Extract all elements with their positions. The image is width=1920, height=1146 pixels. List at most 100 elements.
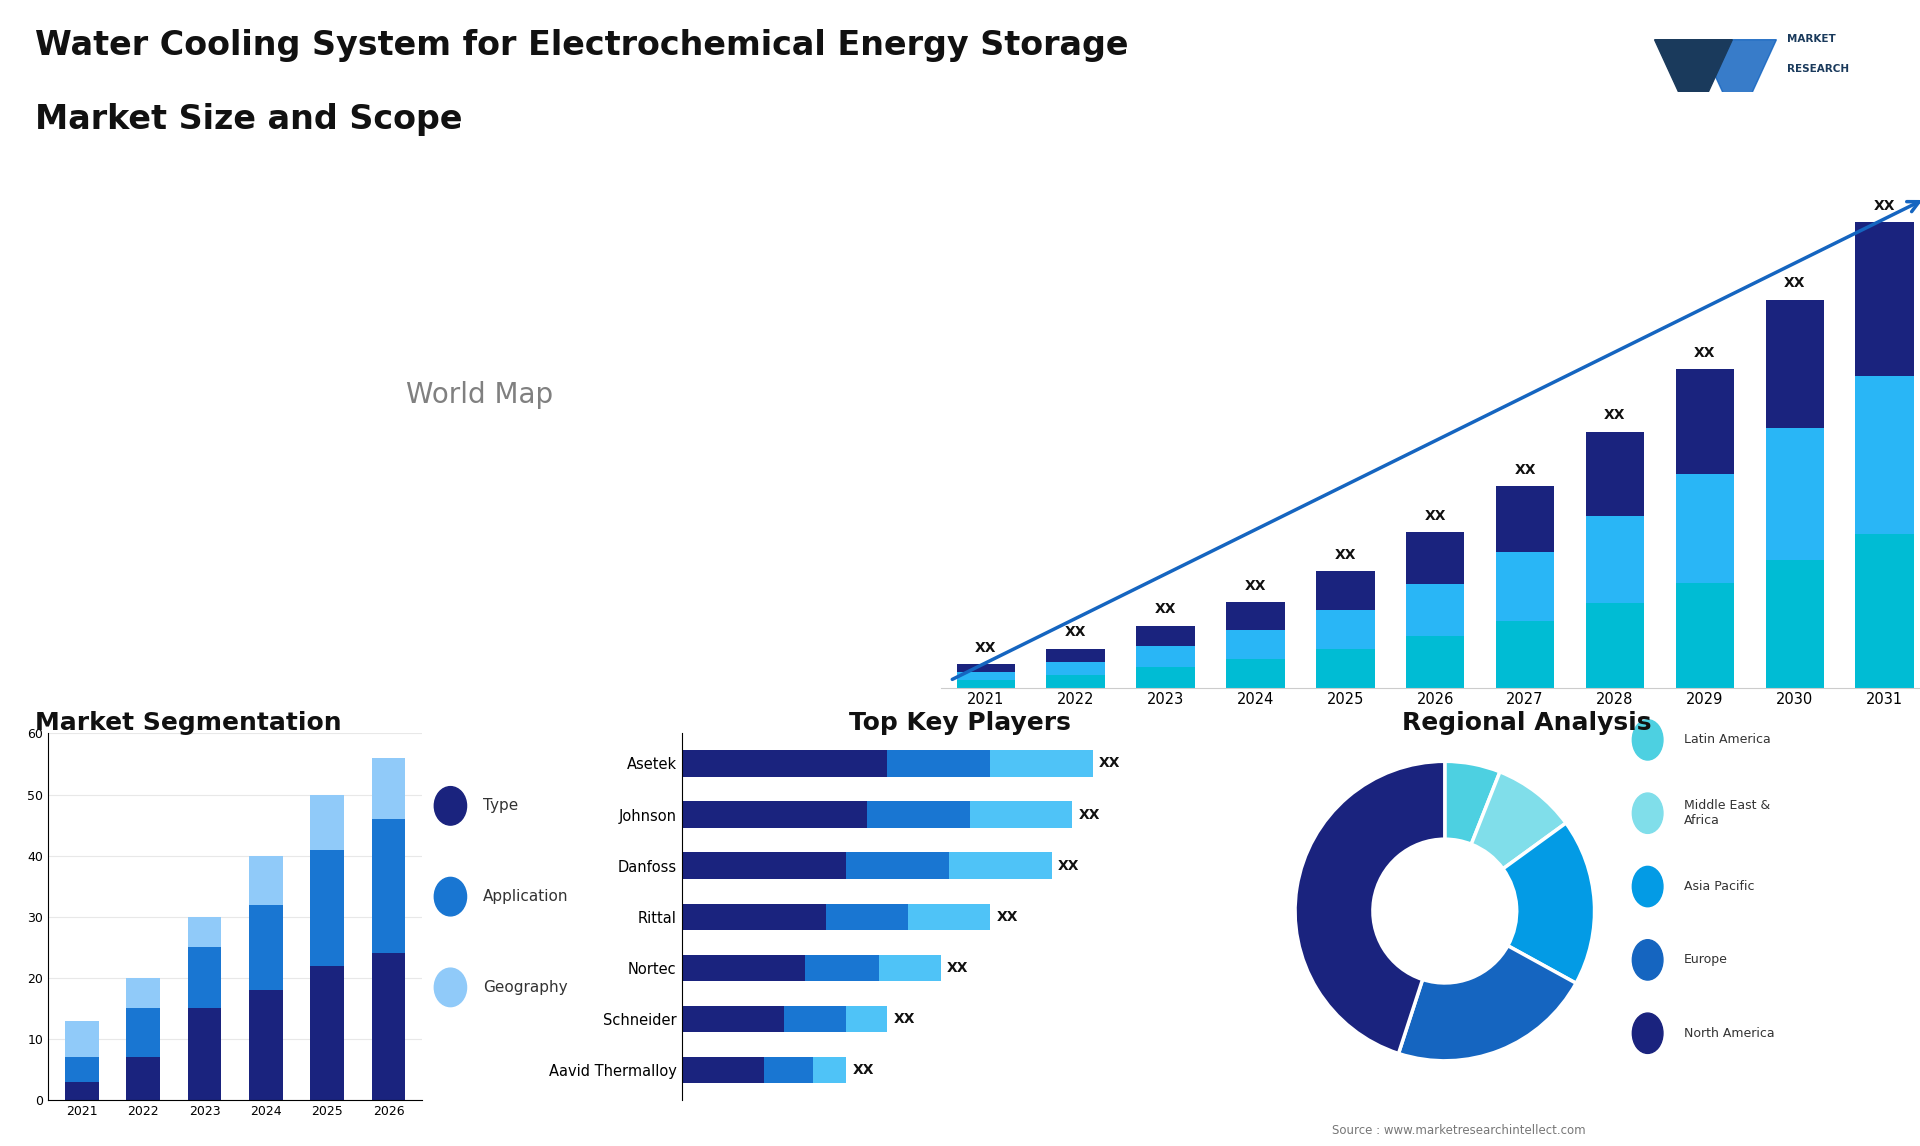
Bar — [1496, 552, 1555, 621]
Bar — [804, 955, 879, 981]
Bar — [1227, 659, 1284, 688]
Bar — [682, 1006, 785, 1033]
Bar — [847, 853, 948, 879]
Text: XX: XX — [1079, 808, 1100, 822]
Bar — [887, 751, 991, 777]
Circle shape — [1632, 793, 1663, 833]
Bar — [1137, 646, 1194, 667]
Text: Type: Type — [482, 799, 518, 814]
Text: World Map: World Map — [407, 382, 553, 409]
Bar — [1586, 432, 1644, 516]
Text: Middle East &
Africa: Middle East & Africa — [1684, 799, 1770, 827]
Bar — [956, 672, 1016, 680]
Text: XX: XX — [975, 641, 996, 656]
Bar — [866, 801, 970, 827]
Text: Market Segmentation: Market Segmentation — [35, 711, 342, 735]
Bar — [188, 1008, 221, 1100]
Bar — [1586, 603, 1644, 688]
Text: XX: XX — [1784, 276, 1805, 290]
Text: Source : www.marketresearchintellect.com: Source : www.marketresearchintellect.com — [1332, 1124, 1586, 1137]
Text: XX: XX — [947, 961, 968, 975]
Bar — [1855, 376, 1914, 534]
Bar — [1046, 649, 1104, 661]
Bar — [250, 990, 282, 1100]
Bar — [65, 1058, 98, 1082]
Bar — [188, 917, 221, 948]
Circle shape — [1632, 940, 1663, 980]
Bar — [1227, 603, 1284, 630]
Wedge shape — [1503, 823, 1594, 983]
Bar — [1046, 675, 1104, 688]
Text: MARKET: MARKET — [1788, 34, 1836, 44]
Text: XX: XX — [1515, 463, 1536, 477]
Text: XX: XX — [1425, 509, 1446, 523]
Bar — [1855, 222, 1914, 376]
Bar — [682, 903, 826, 931]
Polygon shape — [1699, 40, 1776, 125]
Bar — [1586, 516, 1644, 603]
Text: Top Key Players: Top Key Players — [849, 711, 1071, 735]
Wedge shape — [1471, 771, 1567, 869]
Bar — [372, 819, 405, 953]
Text: Europe: Europe — [1684, 953, 1728, 966]
Bar — [1676, 474, 1734, 582]
Text: XX: XX — [1693, 346, 1716, 360]
Bar — [372, 758, 405, 819]
Text: INTELLECT: INTELLECT — [1788, 94, 1849, 104]
Bar — [1496, 486, 1555, 552]
Bar — [1227, 630, 1284, 659]
Text: XX: XX — [893, 1012, 916, 1026]
Bar — [1766, 559, 1824, 688]
Bar — [956, 665, 1016, 672]
Text: XX: XX — [996, 910, 1018, 924]
Text: Latin America: Latin America — [1684, 733, 1770, 746]
Bar — [956, 680, 1016, 688]
Bar — [311, 849, 344, 966]
Text: North America: North America — [1684, 1027, 1774, 1039]
Bar — [879, 955, 941, 981]
Bar — [1315, 649, 1375, 688]
Text: XX: XX — [1605, 408, 1626, 422]
Bar — [1496, 621, 1555, 688]
Bar — [991, 751, 1092, 777]
Bar — [127, 978, 159, 1008]
Bar — [908, 903, 991, 931]
Bar — [127, 1008, 159, 1058]
Bar — [188, 948, 221, 1008]
Bar — [847, 1006, 887, 1033]
Bar — [1137, 626, 1194, 646]
Circle shape — [1632, 866, 1663, 906]
Bar — [764, 1057, 814, 1083]
Bar — [250, 856, 282, 904]
Bar — [1315, 571, 1375, 610]
Bar — [1676, 369, 1734, 474]
Text: Application: Application — [482, 889, 568, 904]
Bar — [65, 1082, 98, 1100]
Bar — [948, 853, 1052, 879]
Bar — [1405, 533, 1465, 583]
Bar — [826, 903, 908, 931]
Bar — [1046, 661, 1104, 675]
Bar — [785, 1006, 847, 1033]
Text: Asia Pacific: Asia Pacific — [1684, 880, 1755, 893]
Wedge shape — [1296, 761, 1446, 1053]
Text: RESEARCH: RESEARCH — [1788, 64, 1849, 74]
Text: XX: XX — [852, 1063, 874, 1077]
Circle shape — [1632, 1013, 1663, 1053]
Bar — [1766, 299, 1824, 427]
Text: Water Cooling System for Electrochemical Energy Storage: Water Cooling System for Electrochemical… — [35, 29, 1129, 62]
Text: XX: XX — [1066, 626, 1087, 639]
Bar — [1315, 610, 1375, 649]
Text: XX: XX — [1058, 858, 1079, 872]
Bar — [65, 1021, 98, 1058]
Polygon shape — [1655, 40, 1732, 125]
Text: XX: XX — [1154, 602, 1177, 617]
Bar — [682, 801, 866, 827]
Text: XX: XX — [1098, 756, 1121, 770]
Bar — [311, 966, 344, 1100]
Bar — [1855, 534, 1914, 688]
Bar — [682, 1057, 764, 1083]
Circle shape — [1632, 720, 1663, 760]
Wedge shape — [1398, 945, 1576, 1061]
Text: Geography: Geography — [482, 980, 566, 995]
